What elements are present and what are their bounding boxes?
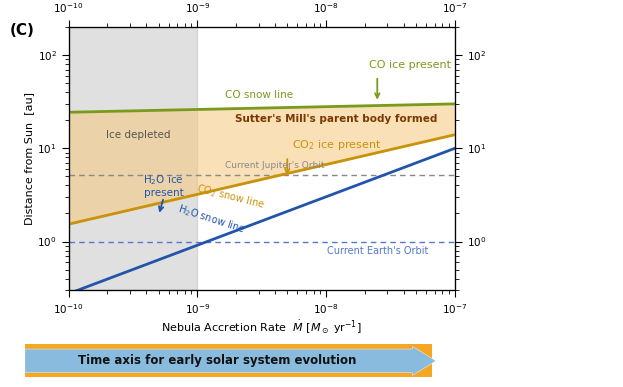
Text: CO$_2$ ice present: CO$_2$ ice present	[292, 138, 381, 152]
Y-axis label: Distance from Sun  [au]: Distance from Sun [au]	[24, 92, 34, 225]
FancyArrow shape	[25, 346, 436, 375]
Text: H$_2$O snow line: H$_2$O snow line	[176, 202, 247, 236]
Text: (C): (C)	[9, 23, 34, 38]
Text: Ice depleted: Ice depleted	[107, 130, 171, 140]
Text: CO snow line: CO snow line	[225, 90, 293, 100]
Text: CO ice present: CO ice present	[369, 60, 451, 70]
Text: CO$_2$ snow line: CO$_2$ snow line	[194, 182, 265, 212]
Text: H$_2$O ice
present: H$_2$O ice present	[143, 173, 184, 198]
Text: Time axis for early solar system evolution: Time axis for early solar system evoluti…	[78, 354, 357, 367]
X-axis label: Nebula Accretion Rate  $\dot{M}$ [$M_\odot$ yr$^{-1}$]: Nebula Accretion Rate $\dot{M}$ [$M_\odo…	[161, 319, 362, 336]
Text: Sutter's Mill's parent body formed: Sutter's Mill's parent body formed	[235, 114, 437, 124]
Bar	[69, 27, 197, 290]
FancyBboxPatch shape	[25, 344, 432, 377]
Text: Current Earth's Orbit: Current Earth's Orbit	[326, 246, 428, 256]
Text: Current Jupiter's Orbit: Current Jupiter's Orbit	[225, 161, 325, 170]
